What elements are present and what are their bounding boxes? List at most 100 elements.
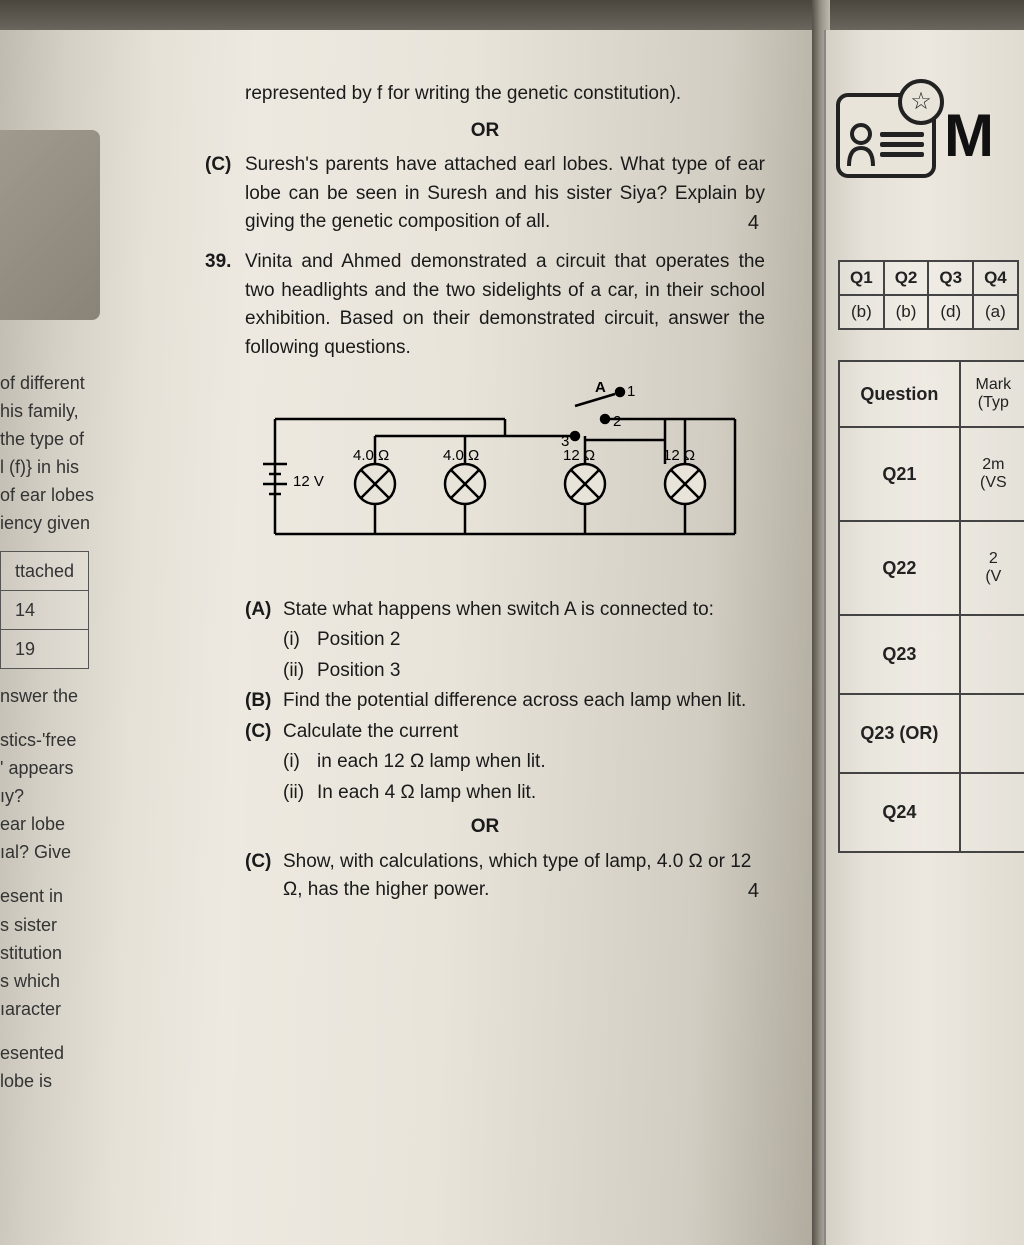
circuit-lamp2-label: 4.0 Ω bbox=[443, 447, 479, 464]
circuit-lamp4-label: 12 Ω bbox=[663, 447, 695, 464]
frag-cell: ttached bbox=[1, 551, 89, 590]
frag-line: ear lobe bbox=[0, 811, 130, 837]
marks-cell: Q24 bbox=[839, 773, 960, 852]
sub-c-ii: (ii) In each 4 Ω lamp when lit. bbox=[283, 779, 765, 808]
sub-a-text: State what happens when switch A is conn… bbox=[283, 596, 765, 625]
marks-table: Question Mark(Typ Q21 2m(VS Q22 2(V Q23 … bbox=[838, 360, 1024, 853]
frag-line: of different bbox=[0, 370, 130, 396]
subsub-label: (i) bbox=[283, 626, 317, 655]
grid-cell: Q2 bbox=[884, 261, 929, 295]
frag-line: the type of bbox=[0, 426, 130, 452]
sub-a: (A) State what happens when switch A is … bbox=[245, 596, 765, 625]
circuit-voltage-label: 12 V bbox=[293, 473, 324, 490]
frag-line: esent in bbox=[0, 883, 130, 909]
circuit-pos2: 2 bbox=[613, 413, 621, 430]
circuit-switch-label: A bbox=[595, 379, 606, 396]
marks-head: Question bbox=[839, 361, 960, 427]
or-separator: OR bbox=[205, 117, 765, 146]
sub-b-text: Find the potential difference across eac… bbox=[283, 687, 765, 716]
circuit-diagram: 12 V A 1 2 3 4.0 Ω 4.0 Ω 12 Ω 12 Ω bbox=[245, 374, 765, 574]
fragment-table: ttached 14 19 bbox=[0, 551, 89, 669]
option-label: (C) bbox=[205, 151, 245, 238]
frag-line: lobe is bbox=[0, 1068, 130, 1094]
marks-cell: 2m(VS bbox=[960, 427, 1024, 521]
marks-cell bbox=[960, 694, 1024, 773]
star-badge-icon: ☆ bbox=[898, 79, 944, 125]
header-logo: ☆ M bbox=[836, 80, 1016, 190]
marks-badge: 4 bbox=[748, 208, 759, 238]
sub-label: (A) bbox=[245, 596, 283, 625]
grid-cell: Q4 bbox=[973, 261, 1018, 295]
subsub-label: (ii) bbox=[283, 779, 317, 808]
marks-cell: Q23 bbox=[839, 615, 960, 694]
sub-c-i: (i) in each 12 Ω lamp when lit. bbox=[283, 748, 765, 777]
frag-line: esented bbox=[0, 1040, 130, 1066]
book-top-edge bbox=[0, 0, 1024, 30]
frag-line: his family, bbox=[0, 398, 130, 424]
person-icon bbox=[846, 122, 876, 166]
frag-line: ıy? bbox=[0, 783, 130, 809]
frag-cell: 19 bbox=[1, 629, 89, 668]
frag-line: ' appears bbox=[0, 755, 130, 781]
grid-cell: Q1 bbox=[839, 261, 884, 295]
ear-photo-fragment bbox=[0, 130, 100, 320]
frag-line: stics-'free bbox=[0, 727, 130, 753]
subsub-label: (i) bbox=[283, 748, 317, 777]
frag-line: stitution bbox=[0, 940, 130, 966]
option-c: (C) Suresh's parents have attached earl … bbox=[205, 151, 765, 238]
sub-a-i: (i) Position 2 bbox=[283, 626, 765, 655]
letter-m: M bbox=[944, 101, 994, 170]
grid-cell: Q3 bbox=[928, 261, 973, 295]
sub-c-ii-text: In each 4 Ω lamp when lit. bbox=[317, 779, 536, 808]
marks-cell bbox=[960, 773, 1024, 852]
marks-badge: 4 bbox=[748, 876, 759, 906]
circuit-lamp3-label: 12 Ω bbox=[563, 447, 595, 464]
grid-cell: (b) bbox=[884, 295, 929, 329]
frag-line: nswer the bbox=[0, 683, 130, 709]
sub-b: (B) Find the potential difference across… bbox=[245, 687, 765, 716]
sub-c-or-text: Show, with calculations, which type of l… bbox=[283, 851, 751, 901]
main-content-column: represented by f for writing the genetic… bbox=[205, 80, 765, 908]
list-lines-icon bbox=[880, 127, 924, 162]
circuit-lamp1-label: 4.0 Ω bbox=[353, 447, 389, 464]
sub-c: (C) Calculate the current bbox=[245, 718, 765, 747]
sub-c-text: Calculate the current bbox=[283, 718, 765, 747]
option-c-text: Suresh's parents have attached earl lobe… bbox=[245, 154, 765, 232]
sub-a-ii-text: Position 3 bbox=[317, 657, 400, 686]
marks-cell: 2(V bbox=[960, 521, 1024, 615]
marks-cell: Q21 bbox=[839, 427, 960, 521]
frag-line: s which bbox=[0, 968, 130, 994]
marks-cell: Q23 (OR) bbox=[839, 694, 960, 773]
sub-label: (B) bbox=[245, 687, 283, 716]
left-text-fragments: of different his family, the type of l (… bbox=[0, 370, 130, 1096]
grid-cell: (d) bbox=[928, 295, 973, 329]
sub-a-ii: (ii) Position 3 bbox=[283, 657, 765, 686]
sub-c-i-text: in each 12 Ω lamp when lit. bbox=[317, 748, 546, 777]
left-page: of different his family, the type of l (… bbox=[0, 30, 815, 1245]
subsub-label: (ii) bbox=[283, 657, 317, 686]
answer-grid: Q1 Q2 Q3 Q4 (b) (b) (d) (a) bbox=[838, 260, 1019, 330]
right-page: ☆ M Q1 Q2 Q3 Q4 (b) (b) (d) (a) Question… bbox=[824, 30, 1024, 1245]
sub-c-or: (C) Show, with calculations, which type … bbox=[245, 848, 765, 907]
question-number: 39. bbox=[205, 248, 245, 362]
intro-paragraph: represented by f for writing the genetic… bbox=[245, 80, 765, 109]
frag-line: ıal? Give bbox=[0, 839, 130, 865]
grid-cell: (b) bbox=[839, 295, 884, 329]
marks-cell: Q22 bbox=[839, 521, 960, 615]
frag-line: s sister bbox=[0, 912, 130, 938]
sub-a-i-text: Position 2 bbox=[317, 626, 400, 655]
marks-head-2: Mark(Typ bbox=[960, 361, 1024, 427]
frag-line: iency given bbox=[0, 510, 130, 536]
grid-cell: (a) bbox=[973, 295, 1018, 329]
people-card-icon: ☆ bbox=[836, 93, 936, 178]
question-39: 39. Vinita and Ahmed demonstrated a circ… bbox=[205, 248, 765, 362]
sub-label: (C) bbox=[245, 718, 283, 747]
frag-line: l (f)} in his bbox=[0, 454, 130, 480]
frag-line: ıaracter bbox=[0, 996, 130, 1022]
sub-label: (C) bbox=[245, 848, 283, 907]
frag-cell: 14 bbox=[1, 590, 89, 629]
question-39-text: Vinita and Ahmed demonstrated a circuit … bbox=[245, 248, 765, 362]
or-separator-2: OR bbox=[205, 813, 765, 842]
circuit-pos1: 1 bbox=[627, 383, 635, 400]
frag-line: of ear lobes bbox=[0, 482, 130, 508]
